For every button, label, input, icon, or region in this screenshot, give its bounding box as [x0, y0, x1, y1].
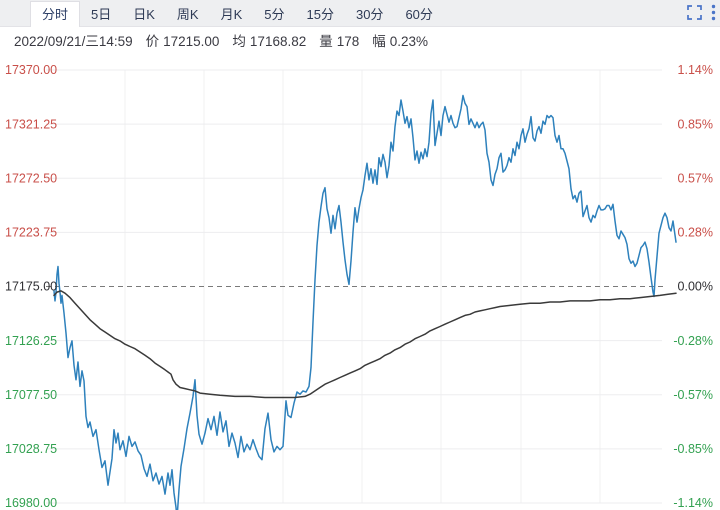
quote-field-均: 均 17168.82: [232, 27, 306, 56]
tabbar-icons: [687, 4, 716, 21]
fullscreen-icon[interactable]: [687, 5, 702, 20]
y-axis-price-label: 17126.25: [5, 334, 57, 348]
y-axis-price-label: 17028.75: [5, 442, 57, 456]
quote-info-bar: 2022/09/21/三14:59 价 17215.00 均 17168.82 量 178…: [0, 27, 720, 56]
y-axis-percent-label: 1.14%: [678, 63, 713, 77]
field-label: 幅: [372, 34, 386, 49]
intraday-chart[interactable]: 17370.00 1.14% 17321.25 0.85% 17272.50 0.57% 1…: [0, 56, 720, 510]
field-value: 17215.00: [163, 34, 220, 49]
y-axis-price-label: 17370.00: [5, 63, 57, 77]
tab-30分[interactable]: 30分: [355, 7, 384, 22]
y-axis-price-label: 17272.50: [5, 172, 57, 186]
quote-field-量: 量 178: [319, 27, 359, 56]
y-axis-percent-label: 0.28%: [678, 226, 713, 240]
tab-5日[interactable]: 5日: [91, 7, 112, 22]
field-label: 价: [145, 34, 160, 49]
quote-field-价: 价 17215.00: [146, 27, 220, 56]
chart-period-tabbar: 分时 5日 日K 周K 月K 5分 15分 30分 60分: [0, 0, 720, 27]
y-axis-percent-label: 0.85%: [678, 117, 713, 131]
y-axis-percent-label: -1.14%: [673, 496, 713, 510]
price-polyline: [53, 94, 677, 510]
tab-60分[interactable]: 60分: [405, 7, 433, 22]
tab-15分[interactable]: 15分: [306, 7, 334, 22]
y-axis-price-label: 17175.00: [5, 280, 57, 294]
quote-datetime: 2022/09/21/三14:59: [14, 34, 133, 49]
quote-field-幅: 幅 0.23%: [372, 27, 428, 56]
average-polyline: [53, 290, 677, 399]
tab-5分[interactable]: 5分: [264, 7, 285, 22]
field-label: 量: [319, 34, 333, 49]
tab-周K[interactable]: 周K: [176, 7, 199, 22]
chart-canvas[interactable]: 17370.00 1.14% 17321.25 0.85% 17272.50 0.57% 1…: [0, 56, 720, 510]
y-axis-percent-label: 0.57%: [678, 172, 713, 186]
y-axis-percent-label: -0.57%: [673, 388, 713, 402]
y-axis-price-label: 16980.00: [5, 496, 57, 510]
y-axis-price-label: 17077.50: [5, 388, 57, 402]
tab-日K[interactable]: 日K: [133, 7, 155, 22]
tab-分时[interactable]: 分时: [30, 1, 81, 27]
y-axis-percent-label: 0.00%: [678, 280, 713, 294]
tab-月K[interactable]: 月K: [220, 7, 243, 22]
y-axis-price-label: 17321.25: [5, 117, 57, 131]
y-axis-percent-label: -0.85%: [673, 442, 713, 456]
field-value: 178: [336, 34, 360, 49]
field-label: 均: [232, 34, 246, 49]
y-axis-price-label: 17223.75: [5, 226, 57, 240]
field-value: 0.23%: [389, 34, 429, 49]
field-value: 17168.82: [249, 34, 307, 49]
y-axis-percent-label: -0.28%: [673, 334, 713, 348]
more-menu-icon[interactable]: [711, 4, 716, 21]
